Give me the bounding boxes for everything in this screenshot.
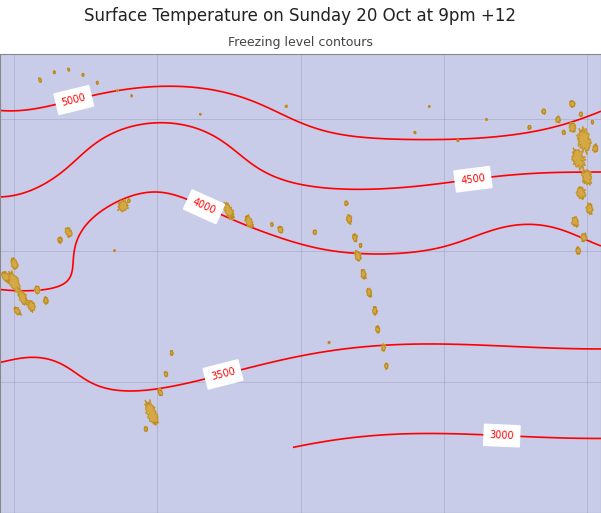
Polygon shape xyxy=(11,258,19,269)
Polygon shape xyxy=(65,227,72,238)
Polygon shape xyxy=(562,130,566,135)
Polygon shape xyxy=(569,122,576,132)
Polygon shape xyxy=(373,306,377,315)
Polygon shape xyxy=(344,201,349,206)
Polygon shape xyxy=(18,289,28,305)
Polygon shape xyxy=(328,341,330,344)
Polygon shape xyxy=(346,214,352,225)
Polygon shape xyxy=(570,100,575,108)
Polygon shape xyxy=(359,243,362,247)
Text: Surface Temperature on Sunday 20 Oct at 9pm +12: Surface Temperature on Sunday 20 Oct at … xyxy=(85,7,516,25)
Polygon shape xyxy=(542,109,546,114)
Polygon shape xyxy=(591,120,594,125)
Polygon shape xyxy=(528,125,531,129)
Polygon shape xyxy=(457,139,459,142)
Text: 3000: 3000 xyxy=(489,430,514,441)
Text: Freezing level contours: Freezing level contours xyxy=(228,35,373,49)
Polygon shape xyxy=(376,326,380,333)
Polygon shape xyxy=(27,301,35,312)
Text: 4500: 4500 xyxy=(460,173,486,186)
Polygon shape xyxy=(581,233,587,242)
Polygon shape xyxy=(43,297,49,304)
Polygon shape xyxy=(131,95,132,97)
Polygon shape xyxy=(285,105,287,108)
Polygon shape xyxy=(144,426,148,431)
Polygon shape xyxy=(114,250,115,251)
Polygon shape xyxy=(414,131,416,134)
Polygon shape xyxy=(385,363,388,369)
Polygon shape xyxy=(82,73,84,76)
Polygon shape xyxy=(571,216,579,227)
Polygon shape xyxy=(313,230,317,235)
Polygon shape xyxy=(556,116,561,123)
Polygon shape xyxy=(582,169,591,185)
Polygon shape xyxy=(585,203,593,215)
Polygon shape xyxy=(6,271,21,293)
Polygon shape xyxy=(245,214,254,228)
Text: 4000: 4000 xyxy=(191,197,218,216)
Polygon shape xyxy=(164,371,168,377)
Polygon shape xyxy=(96,81,99,85)
Polygon shape xyxy=(67,68,70,71)
Polygon shape xyxy=(576,187,586,200)
Polygon shape xyxy=(34,286,40,294)
Polygon shape xyxy=(270,223,273,227)
Polygon shape xyxy=(38,78,41,83)
Polygon shape xyxy=(117,89,118,92)
Polygon shape xyxy=(572,148,586,170)
Polygon shape xyxy=(117,200,129,212)
Polygon shape xyxy=(576,127,591,154)
Polygon shape xyxy=(486,119,487,121)
Polygon shape xyxy=(53,71,55,74)
Polygon shape xyxy=(213,204,216,208)
Polygon shape xyxy=(127,199,130,203)
Polygon shape xyxy=(200,113,201,115)
Polygon shape xyxy=(367,288,372,298)
Polygon shape xyxy=(579,112,583,117)
Polygon shape xyxy=(14,307,22,315)
Polygon shape xyxy=(576,246,581,254)
Polygon shape xyxy=(158,388,163,396)
Polygon shape xyxy=(223,202,234,220)
Polygon shape xyxy=(593,144,598,152)
Polygon shape xyxy=(353,233,357,242)
Text: 3500: 3500 xyxy=(210,366,236,382)
Polygon shape xyxy=(355,250,362,261)
Polygon shape xyxy=(429,105,430,107)
Text: 5000: 5000 xyxy=(61,92,87,108)
Polygon shape xyxy=(1,271,10,283)
Polygon shape xyxy=(58,236,63,244)
Polygon shape xyxy=(382,344,385,351)
Polygon shape xyxy=(145,400,159,425)
Polygon shape xyxy=(361,269,367,279)
Polygon shape xyxy=(170,350,173,356)
Polygon shape xyxy=(278,226,283,233)
